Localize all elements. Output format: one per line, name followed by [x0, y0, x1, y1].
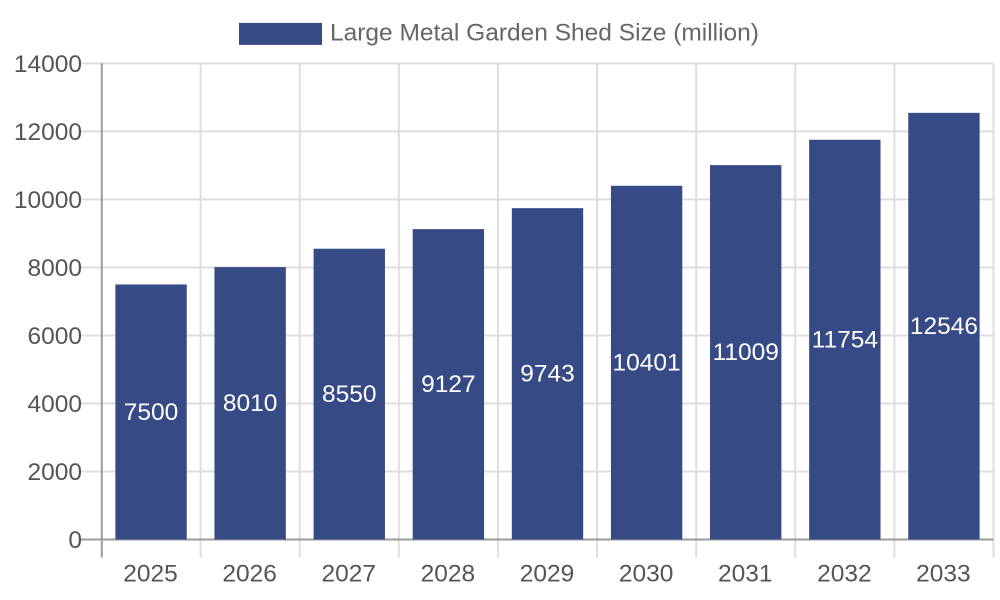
- svg-text:2033: 2033: [916, 561, 971, 588]
- svg-text:2029: 2029: [520, 561, 575, 588]
- svg-text:7500: 7500: [124, 399, 179, 426]
- svg-text:11009: 11009: [713, 339, 779, 366]
- svg-text:14000: 14000: [14, 51, 82, 78]
- svg-text:2026: 2026: [222, 561, 277, 588]
- svg-text:2030: 2030: [619, 561, 674, 588]
- svg-text:12000: 12000: [14, 119, 82, 146]
- svg-text:11754: 11754: [812, 327, 878, 354]
- svg-text:0: 0: [68, 527, 82, 554]
- svg-text:4000: 4000: [27, 391, 82, 418]
- svg-text:2032: 2032: [817, 561, 872, 588]
- svg-text:2025: 2025: [123, 561, 178, 588]
- svg-text:6000: 6000: [27, 323, 82, 350]
- svg-text:Large Metal Garden Shed Size (: Large Metal Garden Shed Size (million): [330, 20, 759, 47]
- svg-text:9127: 9127: [421, 371, 476, 398]
- svg-text:10401: 10401: [613, 350, 681, 377]
- svg-text:8010: 8010: [223, 390, 278, 417]
- svg-text:9743: 9743: [520, 361, 575, 388]
- svg-text:2000: 2000: [27, 459, 82, 486]
- svg-text:10000: 10000: [14, 187, 82, 214]
- svg-text:2028: 2028: [421, 561, 476, 588]
- svg-text:8550: 8550: [322, 381, 377, 408]
- svg-text:8000: 8000: [27, 255, 82, 282]
- svg-text:2027: 2027: [322, 561, 377, 588]
- svg-text:12546: 12546: [910, 313, 978, 340]
- svg-text:2031: 2031: [718, 561, 773, 588]
